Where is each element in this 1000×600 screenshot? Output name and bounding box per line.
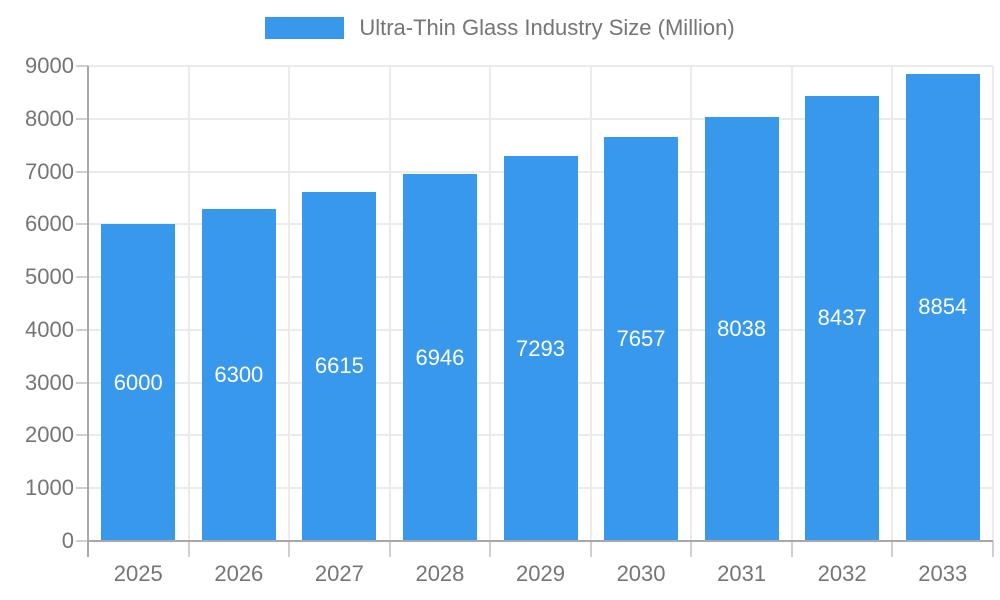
x-axis-line: [88, 540, 993, 542]
y-axis-tick: [76, 540, 88, 542]
chart-legend: Ultra-Thin Glass Industry Size (Million): [0, 15, 1000, 41]
gridline-x: [992, 66, 994, 541]
bar-value-label: 6300: [214, 361, 264, 387]
y-axis-label: 1000: [25, 475, 74, 501]
gridline-x: [690, 66, 693, 541]
y-axis-label: 7000: [25, 158, 74, 184]
bar-value-label: 6000: [113, 369, 163, 395]
y-axis-label: 8000: [25, 105, 74, 131]
gridline-y: [88, 117, 993, 120]
y-axis-tick: [76, 328, 88, 331]
bar-value-label: 7293: [516, 335, 565, 361]
x-axis-label: 2032: [817, 561, 867, 586]
x-axis-label: 2025: [113, 561, 163, 586]
x-axis-tick: [891, 541, 894, 557]
x-axis-tick: [288, 541, 291, 557]
bar-2031[interactable]: [704, 116, 779, 541]
y-axis-tick: [76, 381, 88, 384]
bar-value-label: 6615: [314, 353, 364, 379]
bar-2026[interactable]: [201, 208, 276, 541]
x-axis-tick: [388, 541, 391, 557]
y-axis-label: 0: [61, 528, 74, 553]
legend-label: Ultra-Thin Glass Industry Size (Million): [359, 15, 735, 40]
bar-2027[interactable]: [302, 191, 377, 541]
bar-2029[interactable]: [503, 156, 578, 541]
y-axis-tick: [76, 434, 88, 437]
x-axis-tick: [992, 541, 994, 557]
legend-swatch[interactable]: [265, 17, 345, 39]
x-axis-label: 2030: [616, 561, 666, 586]
bar-value-label: 7657: [616, 325, 666, 351]
bar-2032[interactable]: [805, 95, 880, 541]
gridline-x: [790, 66, 793, 541]
gridline-x: [489, 66, 492, 541]
gridline-x: [388, 66, 391, 541]
y-axis-label: 4000: [25, 316, 74, 342]
x-axis-label: 2033: [918, 561, 968, 586]
bar-value-label: 8437: [817, 305, 867, 331]
y-axis-tick: [76, 65, 88, 67]
y-axis-tick: [76, 487, 88, 490]
bar-value-label: 8038: [717, 315, 767, 341]
gridline-x: [589, 66, 592, 541]
bar-2030[interactable]: [604, 136, 679, 541]
x-axis-label: 2028: [415, 561, 465, 586]
x-axis-label: 2027: [314, 561, 364, 586]
x-axis-tick: [790, 541, 793, 557]
y-axis-label: 9000: [25, 53, 74, 78]
y-axis-label: 2000: [25, 422, 74, 448]
bar-value-label: 8854: [918, 294, 968, 320]
gridline-x: [187, 66, 190, 541]
gridline-y: [88, 65, 993, 67]
y-axis-tick: [76, 223, 88, 226]
y-axis-label: 5000: [25, 264, 74, 290]
x-axis-tick: [690, 541, 693, 557]
bar-2025[interactable]: [101, 224, 176, 541]
x-axis-tick: [187, 541, 190, 557]
y-axis-tick: [76, 117, 88, 120]
bar-2028[interactable]: [402, 174, 477, 541]
y-axis-tick: [76, 276, 88, 279]
x-axis-label: 2029: [516, 561, 565, 586]
gridline-x: [891, 66, 894, 541]
x-axis-label: 2026: [214, 561, 264, 586]
y-axis-line: [87, 66, 89, 557]
x-axis-tick: [589, 541, 592, 557]
bar-2033[interactable]: [905, 73, 980, 541]
y-axis-label: 6000: [25, 211, 74, 237]
y-axis-tick: [76, 170, 88, 173]
y-axis-label: 3000: [25, 369, 74, 395]
bar-value-label: 6946: [415, 344, 465, 370]
x-axis-label: 2031: [717, 561, 767, 586]
x-axis-tick: [489, 541, 492, 557]
gridline-x: [288, 66, 291, 541]
